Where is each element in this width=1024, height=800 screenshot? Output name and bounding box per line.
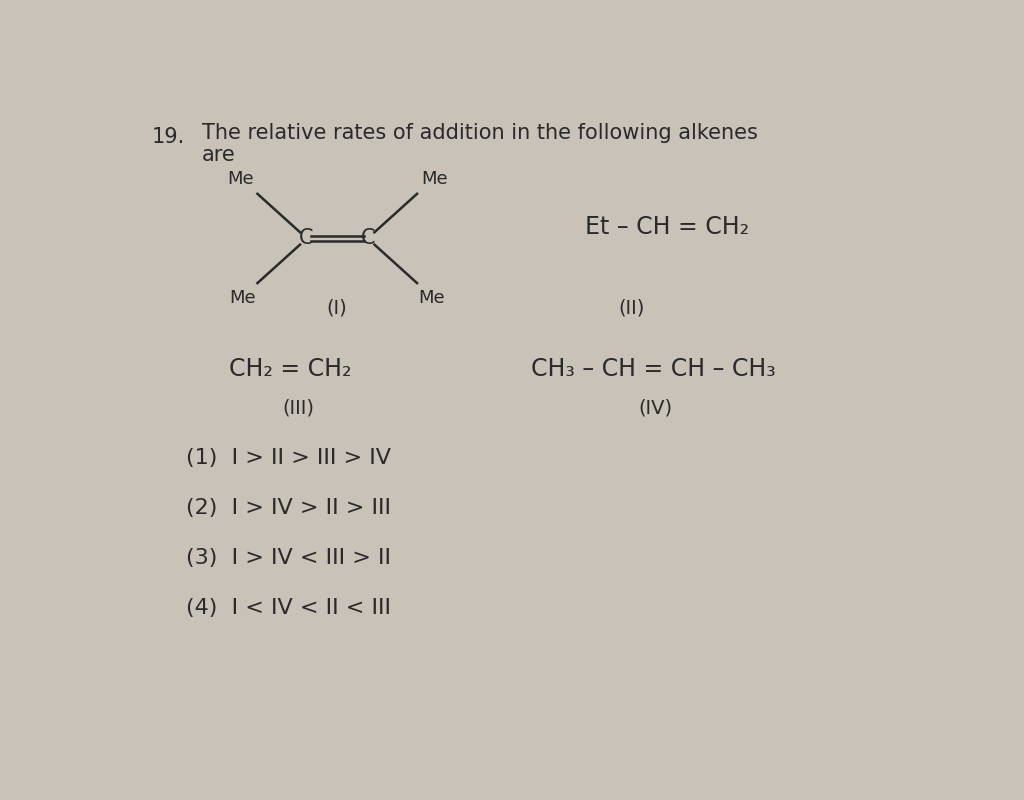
Text: CH₃ – CH = CH – CH₃: CH₃ – CH = CH – CH₃ [531,358,776,382]
Text: Me: Me [229,290,256,307]
Text: (2)  I > IV > II > III: (2) I > IV > II > III [186,498,391,518]
Text: C: C [299,229,313,249]
Text: (I): (I) [327,298,347,318]
Text: C: C [361,229,376,249]
Text: Me: Me [419,290,445,307]
Text: CH₂ = CH₂: CH₂ = CH₂ [228,358,351,382]
Text: are: are [202,145,236,165]
Text: (4)  I < IV < II < III: (4) I < IV < II < III [186,598,391,618]
Text: (III): (III) [283,398,314,418]
Text: Et – CH = CH₂: Et – CH = CH₂ [586,215,750,239]
Text: 19.: 19. [152,126,184,146]
Text: (IV): (IV) [638,398,672,418]
Text: Me: Me [227,170,254,188]
Text: (1)  I > II > III > IV: (1) I > II > III > IV [186,448,391,468]
Text: The relative rates of addition in the following alkenes: The relative rates of addition in the fo… [202,123,758,143]
Text: Me: Me [421,170,447,188]
Text: (3)  I > IV < III > II: (3) I > IV < III > II [186,548,391,568]
Text: (II): (II) [618,298,645,318]
